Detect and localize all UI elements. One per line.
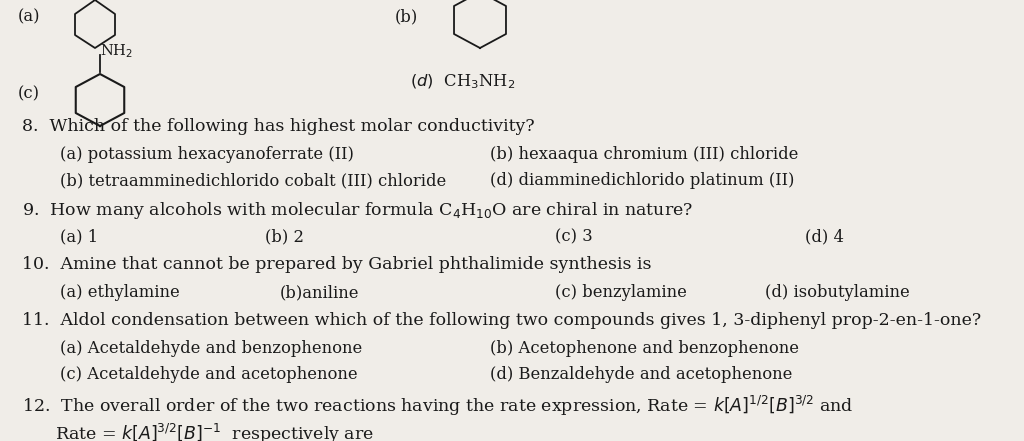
Text: (d) diamminedichlorido platinum (II): (d) diamminedichlorido platinum (II)	[490, 172, 795, 189]
Text: (a) potassium hexacyanoferrate (II): (a) potassium hexacyanoferrate (II)	[60, 146, 354, 163]
Text: (a): (a)	[18, 8, 41, 25]
Text: 9.  How many alcohols with molecular formula C$_4$H$_{10}$O are chiral in nature: 9. How many alcohols with molecular form…	[22, 200, 693, 221]
Text: (c) Acetaldehyde and acetophenone: (c) Acetaldehyde and acetophenone	[60, 366, 357, 383]
Text: (c) 3: (c) 3	[555, 228, 593, 245]
Text: (c): (c)	[18, 85, 40, 102]
Text: NH$_2$: NH$_2$	[100, 42, 133, 60]
Text: (b) tetraamminedichlorido cobalt (III) chloride: (b) tetraamminedichlorido cobalt (III) c…	[60, 172, 446, 189]
Text: $(d)$  CH$_3$NH$_2$: $(d)$ CH$_3$NH$_2$	[410, 73, 515, 91]
Text: 8.  Which of the following has highest molar conductivity?: 8. Which of the following has highest mo…	[22, 118, 535, 135]
Text: 11.  Aldol condensation between which of the following two compounds gives 1, 3-: 11. Aldol condensation between which of …	[22, 312, 981, 329]
Text: (d) 4: (d) 4	[805, 228, 844, 245]
Text: (b): (b)	[395, 8, 418, 25]
Text: (a) 1: (a) 1	[60, 228, 98, 245]
Text: 10.  Amine that cannot be prepared by Gabriel phthalimide synthesis is: 10. Amine that cannot be prepared by Gab…	[22, 256, 651, 273]
Text: (b) hexaaqua chromium (III) chloride: (b) hexaaqua chromium (III) chloride	[490, 146, 799, 163]
Text: (b) 2: (b) 2	[265, 228, 304, 245]
Text: (b)aniline: (b)aniline	[280, 284, 359, 301]
Text: (d) isobutylamine: (d) isobutylamine	[765, 284, 909, 301]
Text: (d) Benzaldehyde and acetophenone: (d) Benzaldehyde and acetophenone	[490, 366, 793, 383]
Text: (b) Acetophenone and benzophenone: (b) Acetophenone and benzophenone	[490, 340, 799, 357]
Text: Rate = $k[A]^{3/2}[B]^{-1}$  respectively are: Rate = $k[A]^{3/2}[B]^{-1}$ respectively…	[55, 422, 374, 441]
Text: (a) ethylamine: (a) ethylamine	[60, 284, 180, 301]
Text: (c) benzylamine: (c) benzylamine	[555, 284, 687, 301]
Text: (a) Acetaldehyde and benzophenone: (a) Acetaldehyde and benzophenone	[60, 340, 362, 357]
Text: 12.  The overall order of the two reactions having the rate expression, Rate = $: 12. The overall order of the two reactio…	[22, 394, 853, 418]
